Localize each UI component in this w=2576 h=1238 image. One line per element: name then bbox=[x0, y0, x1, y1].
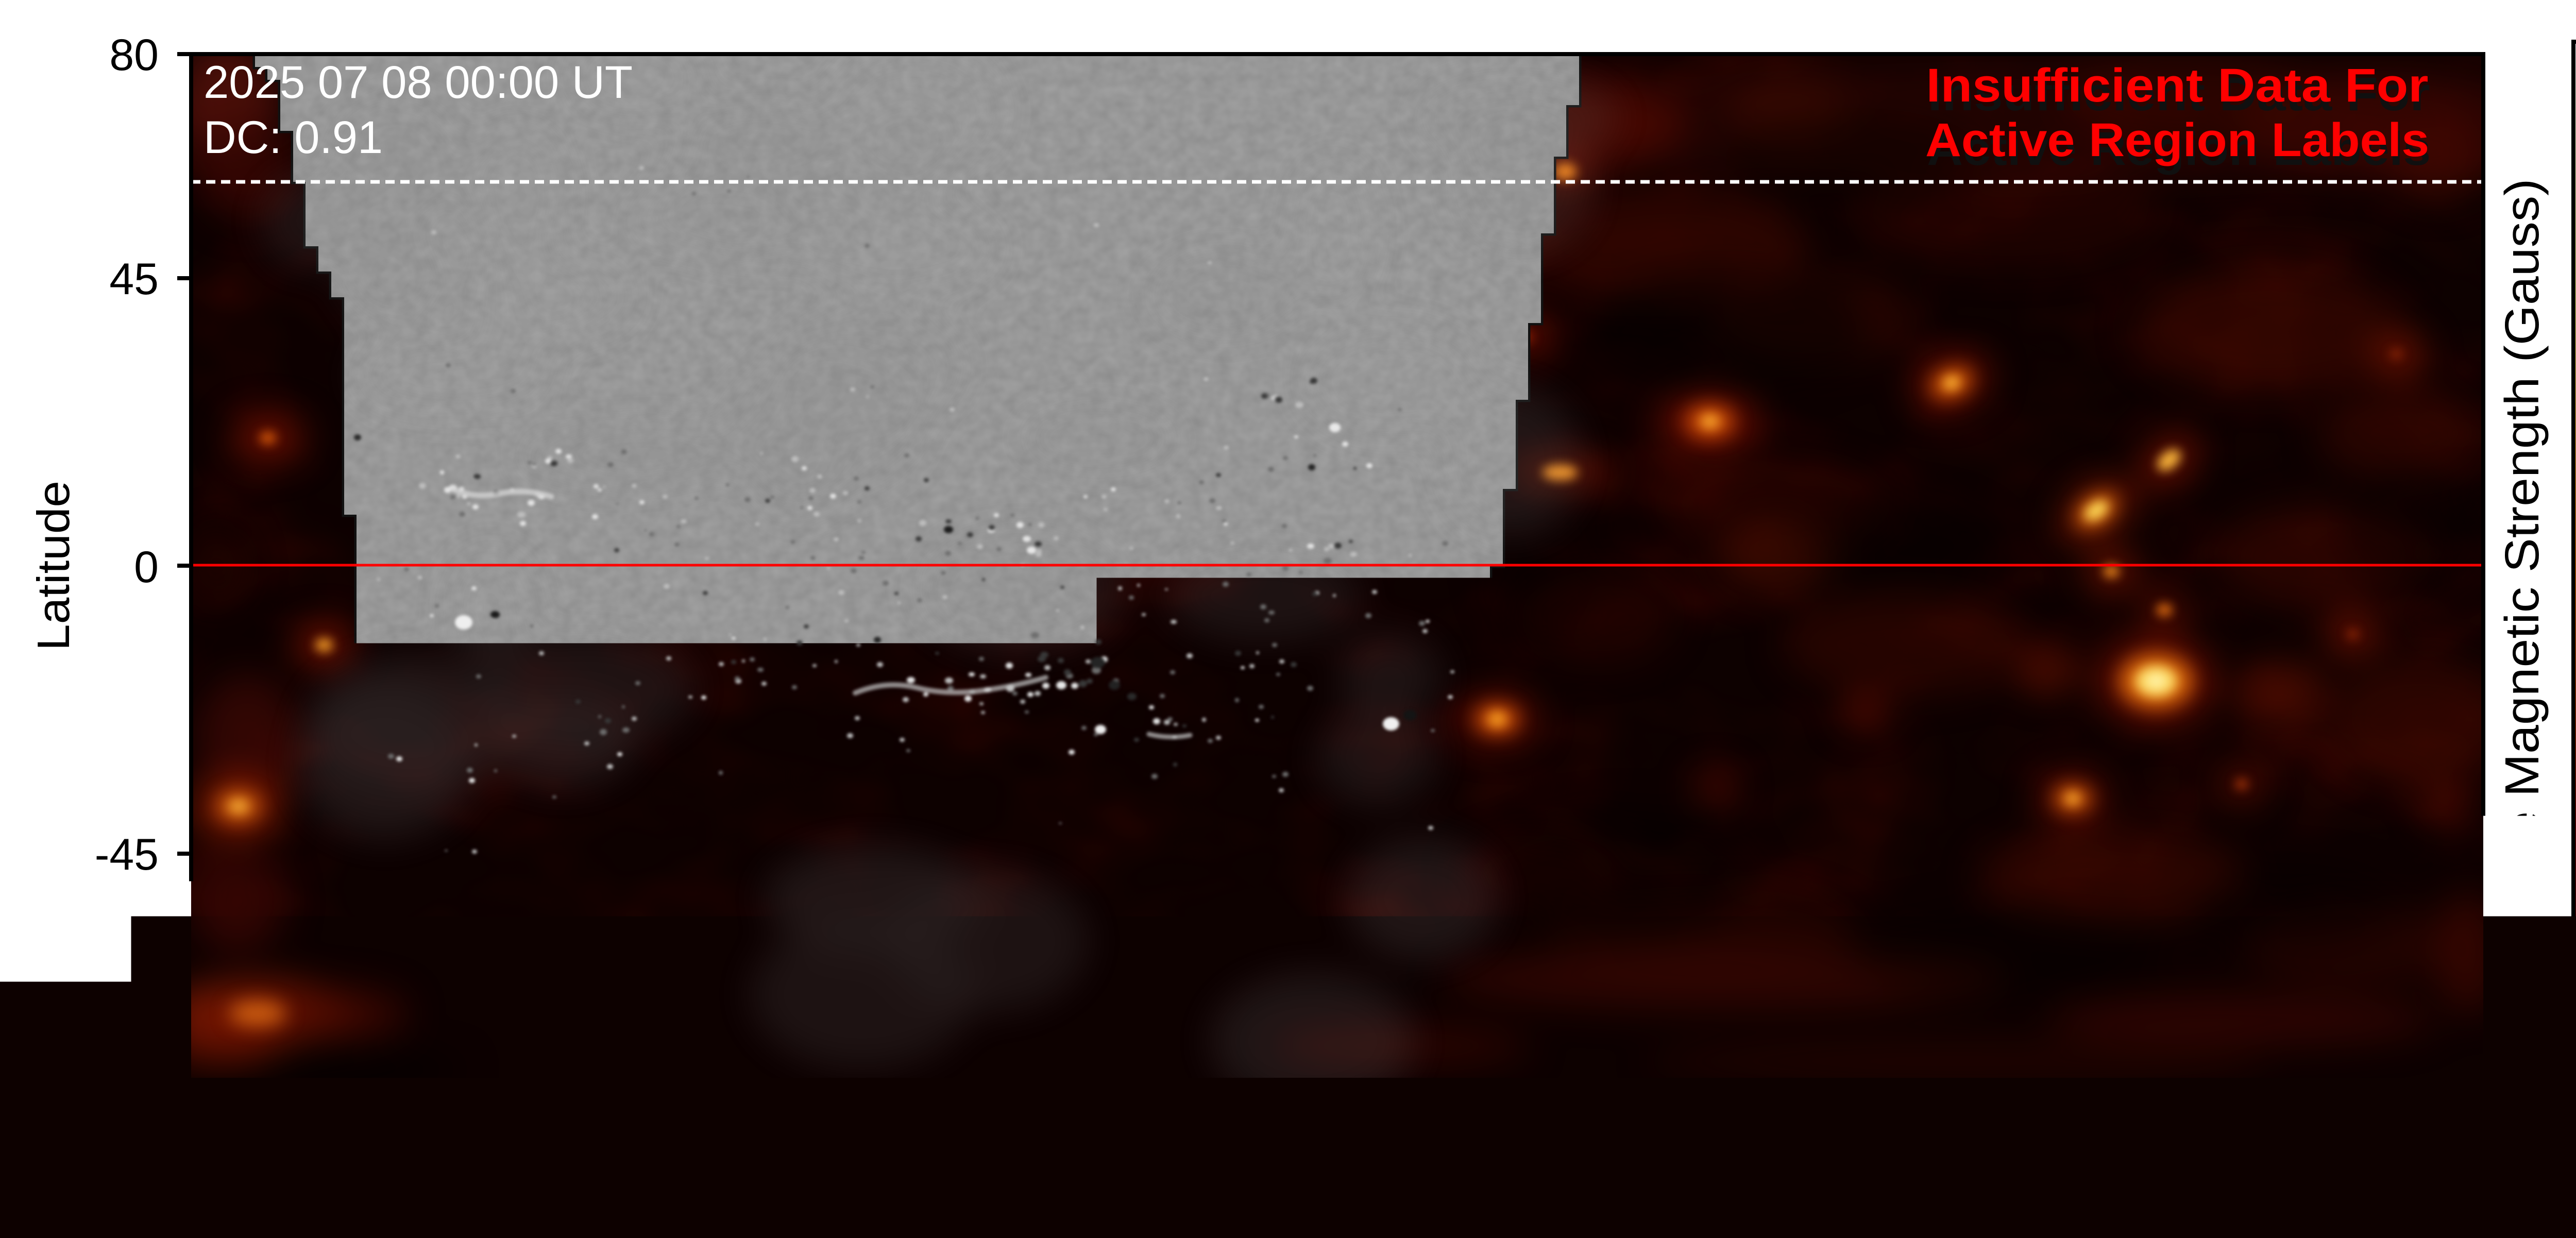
svg-text:360: 360 bbox=[2446, 1102, 2520, 1151]
svg-text:180: 180 bbox=[1300, 1102, 1375, 1151]
svg-text:120: 120 bbox=[918, 1102, 992, 1151]
svg-text:NISP: NISP bbox=[2346, 986, 2453, 1046]
svg-text:Insufficient Data For: Insufficient Data For bbox=[1926, 59, 2429, 112]
svg-text:Farside Magnetic Strength (Gau: Farside Magnetic Strength (Gauss) bbox=[2495, 179, 2549, 984]
svg-text:240: 240 bbox=[1682, 1102, 1756, 1151]
svg-text:Carrington Longitude: Carrington Longitude bbox=[1110, 1155, 1570, 1207]
svg-text:0: 0 bbox=[134, 542, 159, 592]
svg-text:80: 80 bbox=[109, 30, 159, 80]
svg-text:2025 07 08 00:00 UT: 2025 07 08 00:00 UT bbox=[204, 56, 633, 108]
svg-text:60: 60 bbox=[548, 1102, 598, 1151]
svg-text:45: 45 bbox=[109, 255, 159, 304]
svg-text:-80: -80 bbox=[95, 1054, 159, 1104]
svg-text:0: 0 bbox=[179, 1102, 204, 1151]
svg-text:Active Region Labels: Active Region Labels bbox=[1925, 114, 2429, 166]
svg-text:300: 300 bbox=[2064, 1102, 2138, 1151]
svg-text:DC: 0.91: DC: 0.91 bbox=[204, 111, 383, 163]
svg-text:Latitude: Latitude bbox=[28, 481, 79, 651]
svg-text:-45: -45 bbox=[95, 830, 159, 879]
